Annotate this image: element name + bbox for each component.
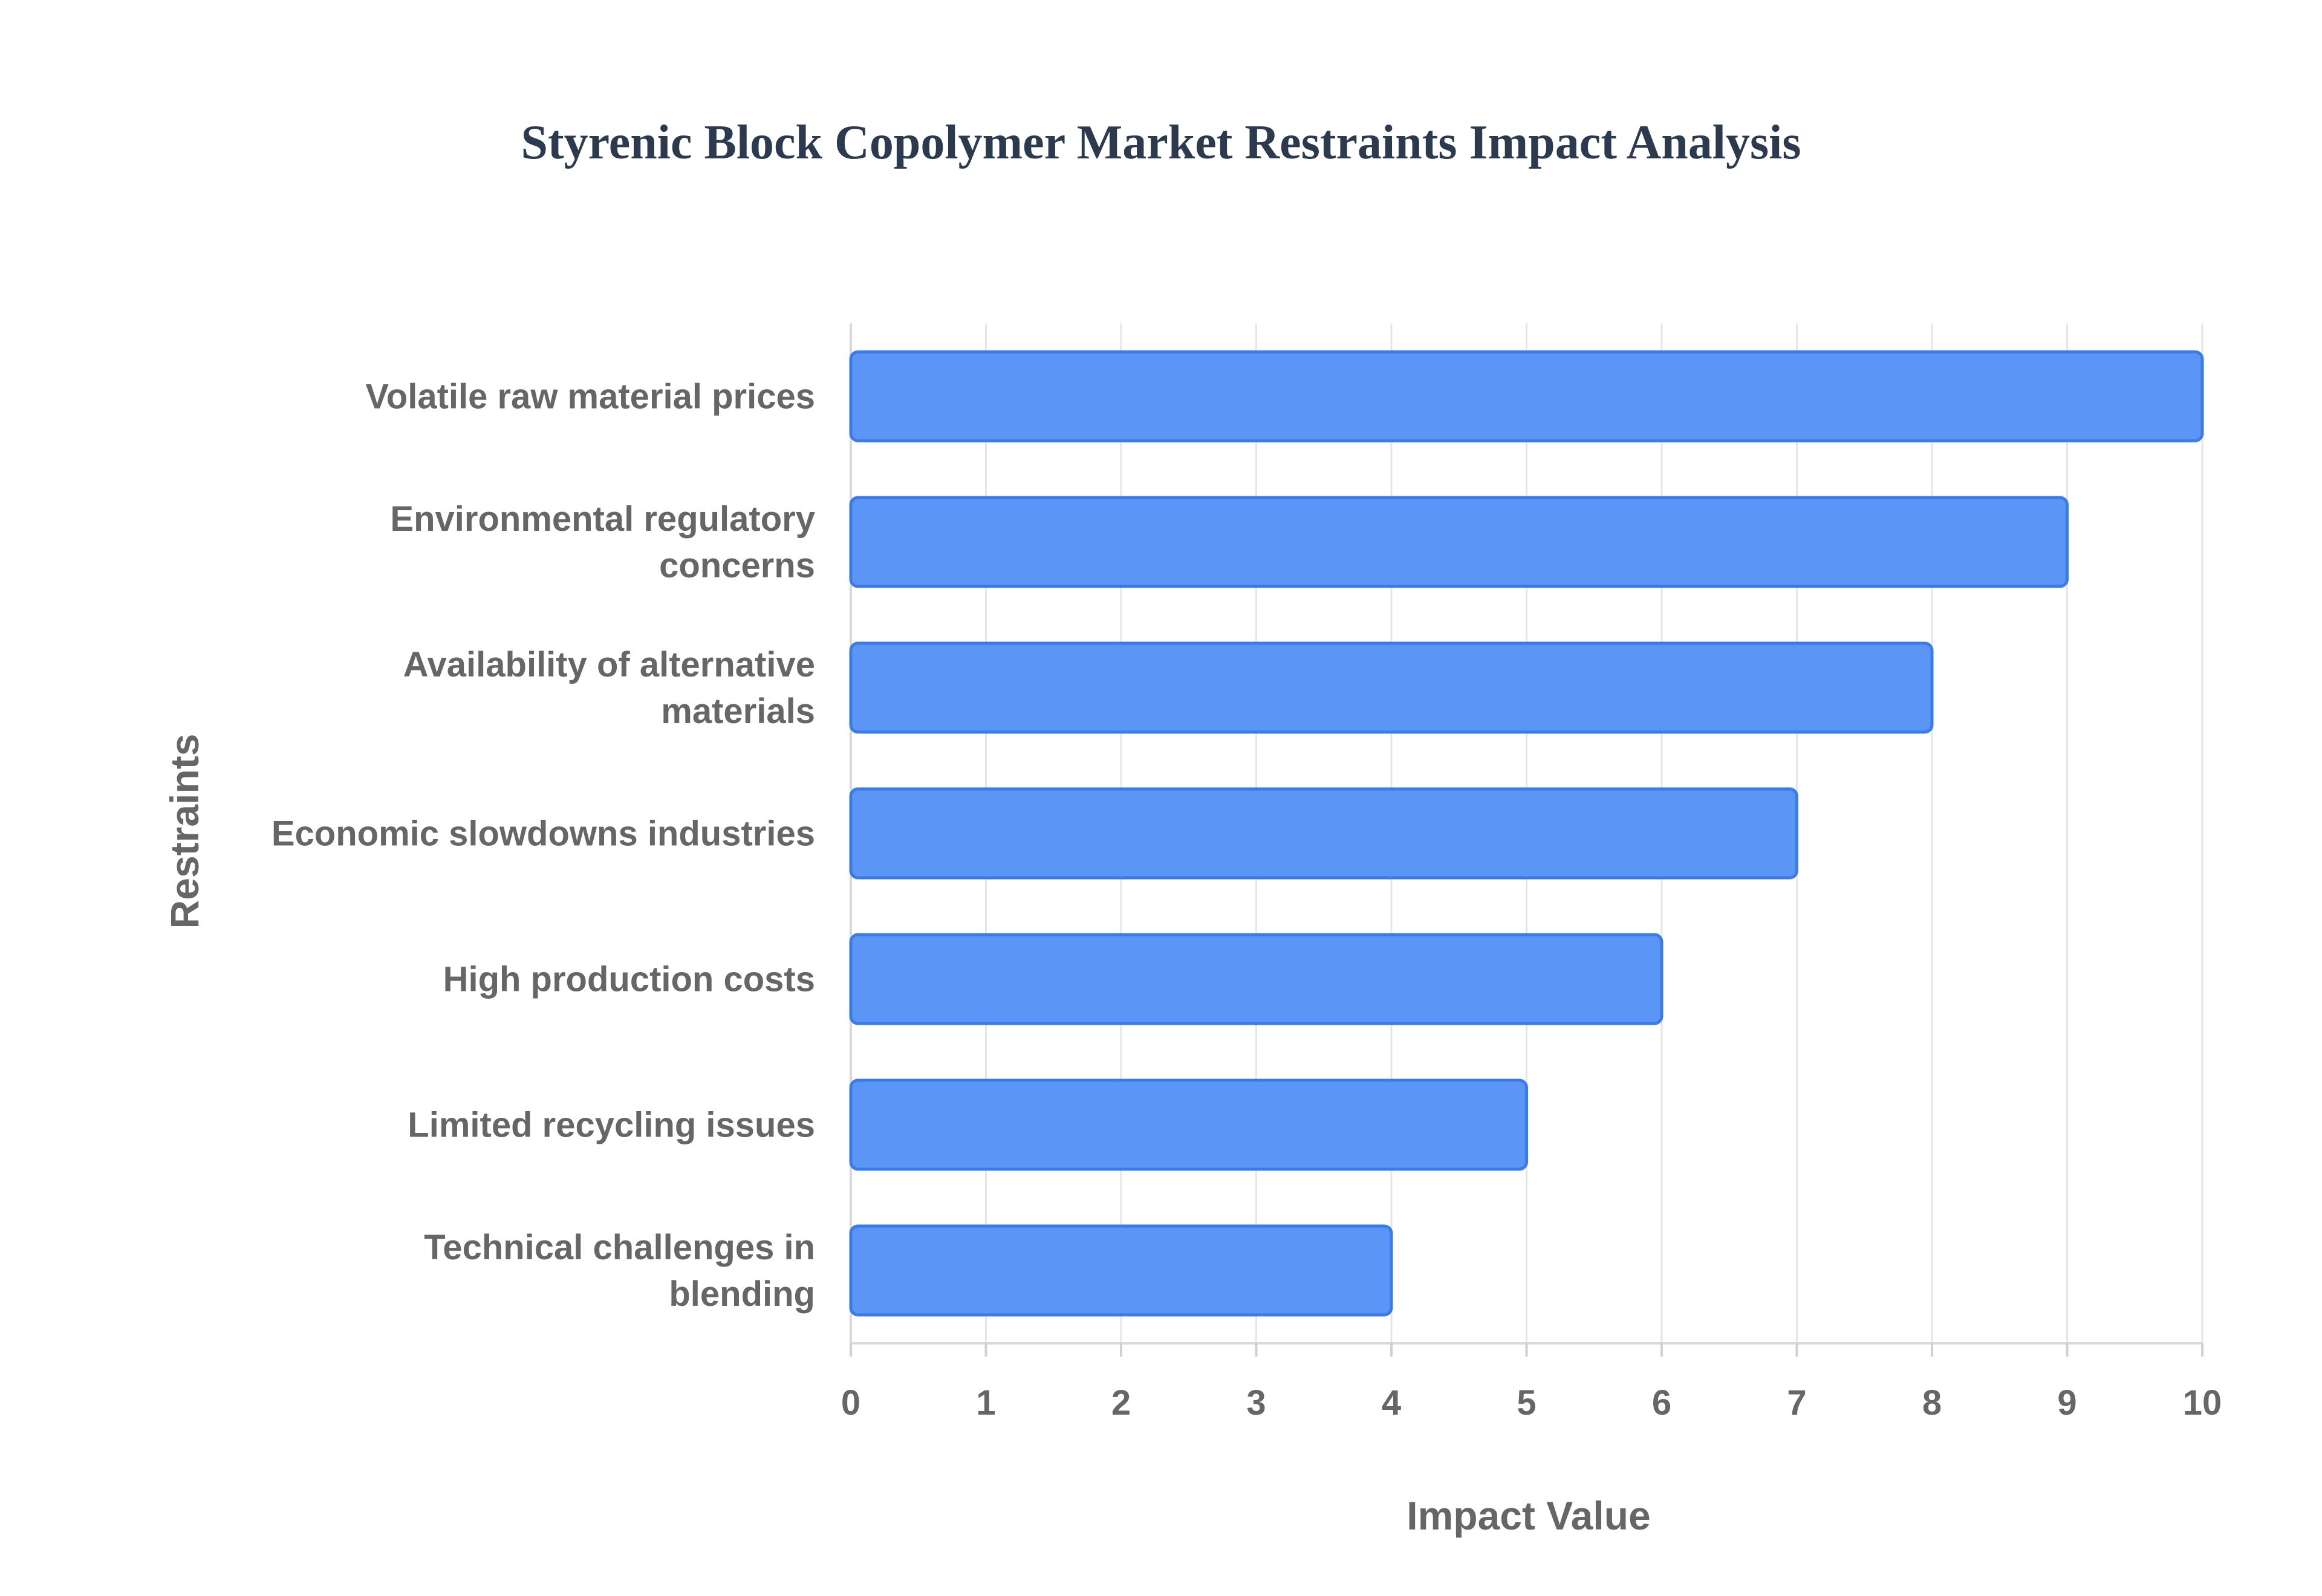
- bar-5: [849, 933, 1663, 1025]
- category-label-line: High production costs: [443, 960, 815, 999]
- category-label-6: Limited recycling issues: [408, 1106, 815, 1145]
- x-tick-label-6: 6: [1652, 1383, 1671, 1422]
- x-axis-title: Impact Value: [1407, 1493, 1651, 1538]
- category-label-line: Limited recycling issues: [408, 1106, 815, 1145]
- category-label-line: Economic slowdowns industries: [272, 814, 815, 854]
- category-label-line: materials: [661, 692, 815, 731]
- x-tick-label-0: 0: [841, 1383, 860, 1422]
- x-tick-label-2: 2: [1111, 1383, 1131, 1422]
- x-tick-label-8: 8: [1922, 1383, 1942, 1422]
- category-label-line: Availability of alternative: [403, 645, 815, 684]
- x-tick-label-10: 10: [2183, 1383, 2222, 1422]
- category-label-line: Technical challenges in: [424, 1228, 815, 1267]
- x-tick-label-1: 1: [976, 1383, 995, 1422]
- x-tick-label-5: 5: [1517, 1383, 1536, 1422]
- category-label-5: High production costs: [443, 960, 815, 999]
- category-label-2: Environmental regulatory concerns: [390, 499, 815, 585]
- category-labels: Volatile raw material prices Environmenta…: [272, 377, 815, 1314]
- y-axis-title: Restraints: [162, 734, 207, 929]
- bars: [849, 350, 2204, 1317]
- bar-3: [849, 641, 1934, 734]
- category-label-3: Availability of alternative materials: [403, 645, 815, 731]
- bar-7: [849, 1224, 1393, 1317]
- x-tick-label-9: 9: [2057, 1383, 2076, 1422]
- category-label-line: Volatile raw material prices: [365, 377, 815, 417]
- bar-1: [849, 350, 2204, 443]
- bar-6: [849, 1079, 1528, 1171]
- category-label-line: Environmental regulatory: [390, 499, 815, 539]
- bar-2: [849, 496, 2069, 588]
- category-label-7: Technical challenges in blending: [424, 1228, 815, 1314]
- x-tick-label-4: 4: [1382, 1383, 1401, 1422]
- x-tick-label-3: 3: [1246, 1383, 1266, 1422]
- chart-title: Styrenic Block Copolymer Market Restrain…: [521, 116, 1801, 169]
- x-tick-label-7: 7: [1787, 1383, 1806, 1422]
- x-axis-ticks: 0 1 2 3 4 5 6 7 8 9 10: [841, 1343, 2222, 1422]
- category-label-line: blending: [669, 1274, 815, 1314]
- bar-4: [849, 787, 1798, 880]
- category-label-4: Economic slowdowns industries: [272, 814, 815, 854]
- category-label-line: concerns: [659, 546, 815, 585]
- category-label-1: Volatile raw material prices: [365, 377, 815, 417]
